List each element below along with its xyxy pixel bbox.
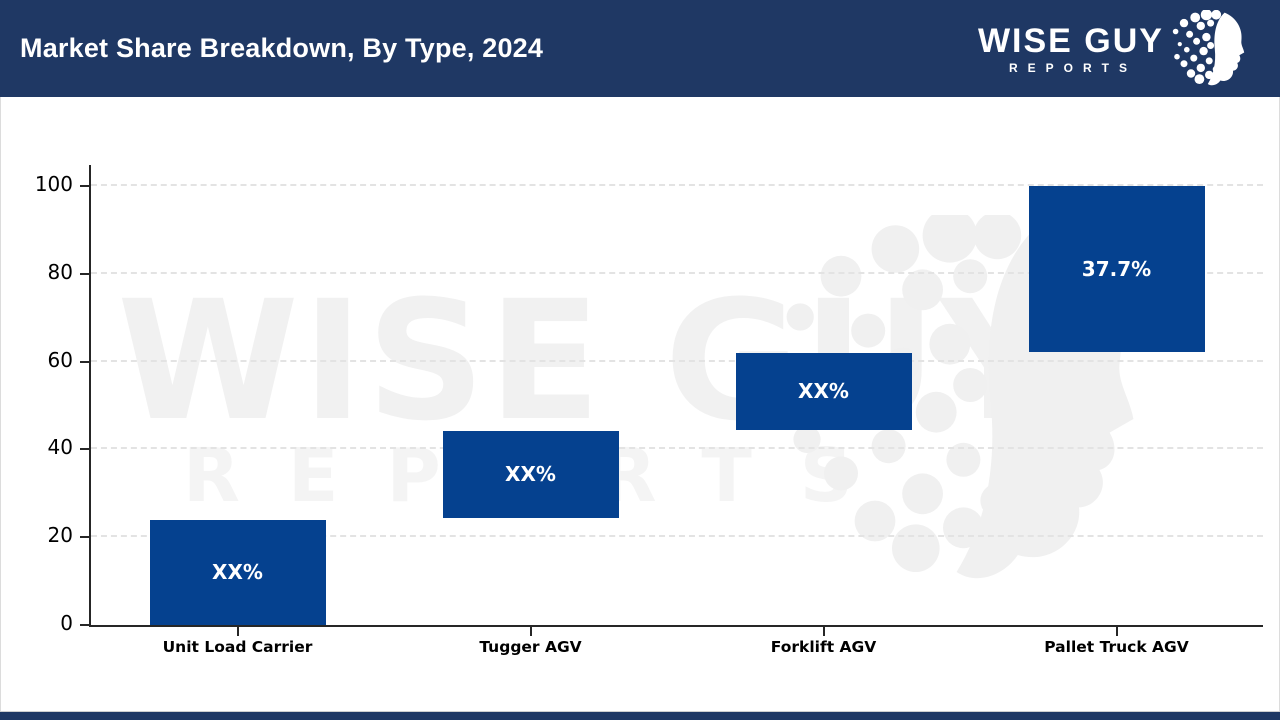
- x-category-label: Forklift AGV: [770, 638, 877, 656]
- logo-wordmark: WISE GUY: [977, 21, 1164, 60]
- footer-hairline: [0, 711, 1280, 712]
- logo-subtitle: REPORTS: [1008, 60, 1137, 75]
- y-tick-mark: [80, 536, 89, 539]
- y-tick-mark: [80, 624, 89, 626]
- bar-segment: XX%: [735, 352, 912, 430]
- gridline: [91, 184, 1263, 187]
- bar-value-label: XX%: [212, 560, 263, 585]
- bar-segment: XX%: [149, 519, 326, 625]
- bar-value-label: XX%: [798, 379, 849, 404]
- x-category-label: Tugger AGV: [479, 638, 582, 656]
- gridline: [91, 359, 1263, 362]
- x-tick-mark: [529, 627, 532, 636]
- face-dots-icon: [1170, 10, 1254, 88]
- y-tick-mark: [80, 185, 89, 188]
- y-tick-mark: [80, 448, 89, 451]
- header: Market Share Breakdown, By Type, 2024 WI…: [0, 0, 1280, 97]
- y-tick-label: 60: [47, 347, 73, 372]
- gridline: [91, 535, 1263, 538]
- x-tick-mark: [822, 627, 825, 636]
- bar-value-label: XX%: [505, 462, 556, 487]
- gridline: [91, 447, 1263, 450]
- chart-title: Market Share Breakdown, By Type, 2024: [20, 33, 544, 63]
- y-tick-mark: [80, 360, 89, 363]
- plot: 0 20 40 60 80 100 XX% Unit Load Carrier XX% Tugge…: [35, 165, 1263, 656]
- x-category-label: Pallet Truck AGV: [1044, 638, 1189, 656]
- y-tick-label: 20: [47, 523, 73, 548]
- logo-text: WISE GUY REPORTS: [978, 24, 1164, 74]
- y-tick-label: 80: [47, 259, 73, 284]
- footer-accent-bar: [0, 712, 1280, 720]
- wiseguy-logo: WISE GUY REPORTS: [978, 10, 1254, 88]
- y-tick-label: 100: [34, 172, 73, 197]
- x-category-label: Unit Load Carrier: [162, 638, 313, 656]
- bar-segment: XX%: [442, 430, 619, 519]
- bar-segment: 37.7%: [1028, 186, 1205, 352]
- x-tick-mark: [1115, 627, 1118, 636]
- y-tick-label: 0: [60, 611, 73, 635]
- y-tick-label: 40: [47, 435, 73, 460]
- y-tick-mark: [80, 272, 89, 275]
- bar-value-label: 37.7%: [1081, 256, 1152, 281]
- gridline: [91, 271, 1263, 274]
- x-tick-mark: [236, 627, 239, 636]
